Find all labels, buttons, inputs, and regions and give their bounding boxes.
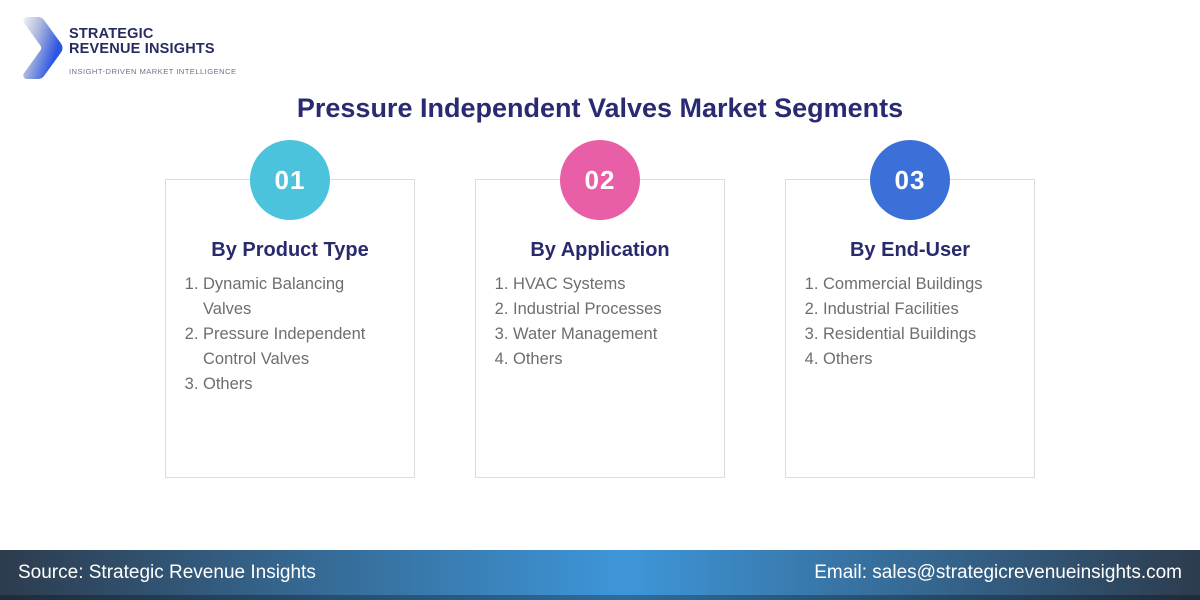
segment-card-end-user: 03 By End-User Commercial BuildingsIndus…	[785, 140, 1035, 478]
segment-number-badge: 02	[560, 140, 640, 220]
list-item: Others	[823, 347, 1008, 372]
list-item: HVAC Systems	[513, 272, 698, 297]
segment-cards-row: 01 By Product Type Dynamic Balancing Val…	[165, 140, 1035, 478]
segment-heading: By Application	[530, 239, 670, 261]
segment-number-badge: 01	[250, 140, 330, 220]
list-item: Commercial Buildings	[823, 272, 1008, 297]
logo-name-line2: REVENUE INSIGHTS	[69, 41, 215, 57]
footer-bar: Source: Strategic Revenue Insights Email…	[0, 550, 1200, 600]
segment-card-application: 02 By Application HVAC SystemsIndustrial…	[475, 140, 725, 478]
page-title: Pressure Independent Valves Market Segme…	[296, 93, 904, 123]
segment-heading: By End-User	[849, 239, 971, 261]
footer-email: Email: sales@strategicrevenueinsights.co…	[814, 561, 1182, 583]
footer-source: Source: Strategic Revenue Insights	[18, 561, 316, 583]
logo-text: STRATEGIC REVENUE INSIGHTS INSIGHT-DRIVE…	[69, 14, 237, 77]
segment-list: Dynamic Balancing ValvesPressure Indepen…	[166, 272, 414, 397]
segment-card-product-type: 01 By Product Type Dynamic Balancing Val…	[165, 140, 415, 478]
segment-list: Commercial BuildingsIndustrial Facilitie…	[786, 272, 1034, 372]
logo: STRATEGIC REVENUE INSIGHTS INSIGHT-DRIVE…	[18, 14, 236, 82]
footer-content: Source: Strategic Revenue Insights Email…	[0, 550, 1200, 595]
list-item: Industrial Processes	[513, 297, 698, 322]
segment-list: HVAC SystemsIndustrial ProcessesWater Ma…	[476, 272, 724, 372]
segment-heading: By Product Type	[211, 239, 369, 261]
list-item: Water Management	[513, 322, 698, 347]
logo-name-line1: STRATEGIC	[69, 26, 154, 42]
chevron-arrow-icon	[23, 17, 63, 79]
logo-tagline: INSIGHT-DRIVEN MARKET INTELLIGENCE	[69, 67, 237, 76]
segment-number-badge: 03	[870, 140, 950, 220]
list-item: Others	[513, 347, 698, 372]
list-item: Residential Buildings	[823, 322, 1008, 347]
list-item: Industrial Facilities	[823, 297, 1008, 322]
list-item: Dynamic Balancing Valves	[203, 272, 388, 322]
list-item: Pressure Independent Control Valves	[203, 322, 388, 372]
list-item: Others	[203, 372, 388, 397]
